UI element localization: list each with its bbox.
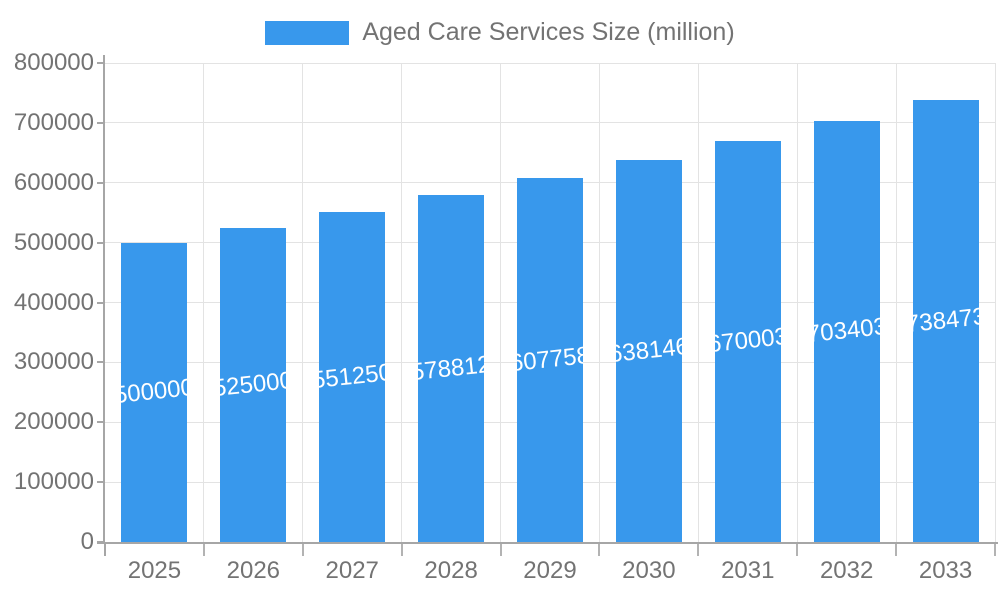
v-gridline (401, 63, 403, 542)
y-tick-label: 400000 (13, 288, 94, 316)
x-tick-label: 2032 (819, 557, 874, 584)
y-tick (97, 421, 105, 424)
h-gridline (105, 62, 995, 64)
y-tick (97, 241, 105, 244)
x-tick (301, 544, 304, 556)
x-tick-label: 2031 (721, 557, 775, 584)
x-tick (994, 544, 996, 556)
v-gridline (796, 63, 798, 542)
bar-value-label: 500000 (121, 374, 188, 410)
x-tick (499, 544, 502, 556)
x-tick (697, 544, 700, 556)
y-tick (97, 181, 105, 184)
x-tick-label: 2027 (325, 557, 379, 584)
y-tick-label: 700000 (13, 108, 94, 136)
x-tick (796, 544, 799, 556)
bar-value-label: 703403 (813, 313, 880, 349)
y-tick-label: 200000 (13, 408, 94, 436)
bar-value-label: 578812 (418, 350, 485, 386)
bar-value-label: 738473 (912, 302, 979, 339)
y-tick (97, 301, 105, 304)
y-tick (97, 481, 105, 484)
legend-label: Aged Care Services Size (million) (362, 18, 735, 46)
x-tick (104, 544, 106, 556)
bar-value-label: 607758 (517, 341, 583, 378)
h-gridline (105, 122, 995, 124)
bar[interactable]: 703403 (813, 120, 880, 542)
y-tick (97, 121, 105, 124)
x-tick (598, 544, 601, 556)
x-tick-label: 2026 (226, 557, 281, 584)
y-tick (97, 361, 105, 364)
x-tick (400, 544, 403, 556)
legend-item[interactable]: Aged Care Services Size (million) (0, 18, 1000, 47)
bar-value-label: 551250 (319, 358, 386, 395)
x-tick-label: 2030 (622, 557, 676, 584)
v-gridline (697, 63, 699, 542)
bar[interactable]: 670003 (714, 140, 781, 542)
bar[interactable]: 551250 (319, 211, 386, 542)
y-tick-label: 0 (80, 528, 94, 555)
x-axis-line (97, 542, 998, 544)
x-tick-label: 2028 (424, 557, 478, 584)
y-tick-label: 100000 (13, 468, 94, 496)
y-tick-label: 800000 (13, 49, 94, 76)
bar[interactable]: 738473 (912, 99, 979, 542)
y-tick (97, 62, 105, 64)
x-tick-label: 2033 (918, 557, 973, 584)
y-tick-label: 500000 (13, 228, 94, 256)
bar[interactable]: 638146 (615, 159, 682, 542)
y-tick-label: 600000 (13, 168, 94, 196)
v-gridline (203, 63, 205, 542)
legend-swatch (265, 20, 350, 45)
x-tick-label: 2029 (523, 557, 577, 584)
v-gridline (302, 63, 304, 542)
x-tick-label: 2025 (127, 557, 182, 584)
x-tick (895, 544, 898, 556)
bar[interactable]: 525000 (220, 227, 287, 542)
bar-value-label: 670003 (714, 323, 781, 359)
bar-value-label: 638146 (615, 332, 682, 369)
v-gridline (895, 63, 897, 542)
v-gridline (500, 63, 502, 542)
y-tick-label: 300000 (13, 348, 94, 376)
v-gridline (994, 63, 996, 542)
y-axis-line (103, 55, 105, 544)
x-tick (202, 544, 205, 556)
bar[interactable]: 578812 (418, 195, 485, 542)
v-gridline (598, 63, 600, 542)
bar-value-label: 525000 (220, 366, 287, 402)
bar[interactable]: 607758 (517, 178, 583, 542)
bar[interactable]: 500000 (121, 242, 188, 542)
